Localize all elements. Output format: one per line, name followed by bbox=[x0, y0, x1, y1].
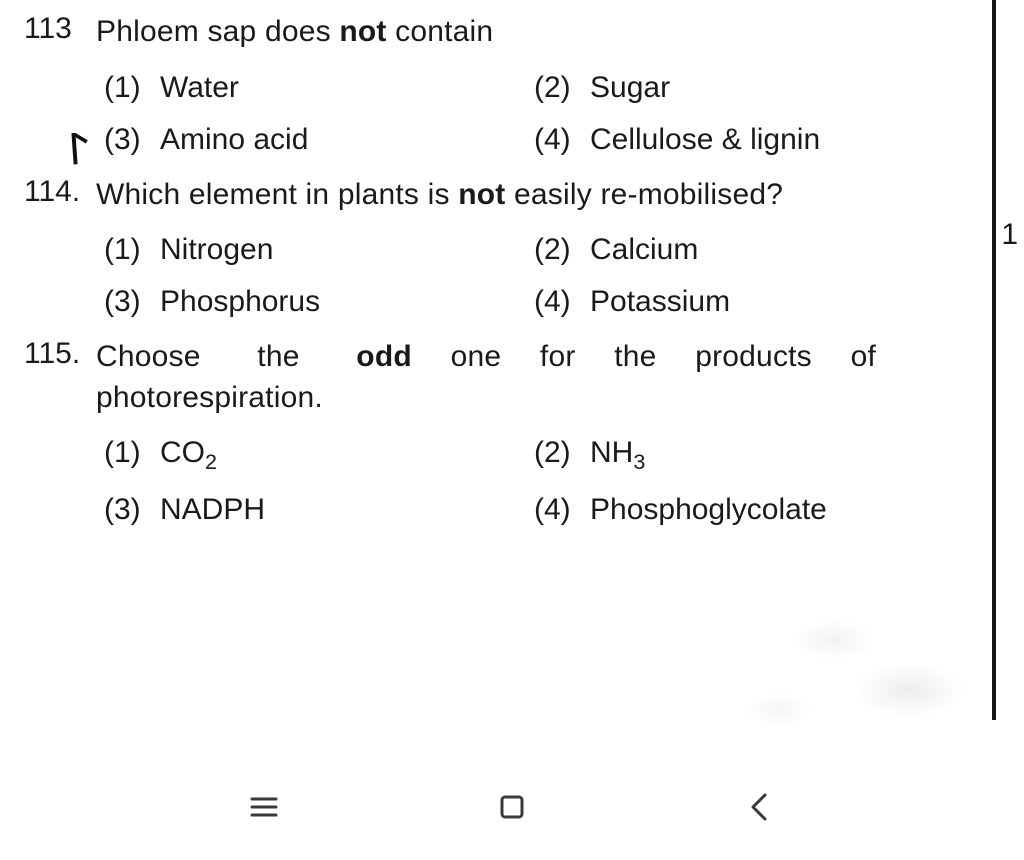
question-number: 114. bbox=[24, 175, 82, 209]
question-text-prefix: Which element in plants is bbox=[96, 178, 458, 211]
option-1[interactable]: (1) CO2 bbox=[104, 436, 534, 475]
question-text: Phloem sap does not contain bbox=[96, 12, 493, 53]
option-text: Nitrogen bbox=[160, 233, 273, 267]
option-text: Potassium bbox=[590, 285, 730, 319]
option-label: (1) bbox=[104, 436, 150, 470]
question-head: 113 Phloem sap does not contain bbox=[24, 12, 1000, 53]
back-icon[interactable] bbox=[737, 784, 783, 830]
option-label: (3) bbox=[104, 285, 150, 319]
question-text-suffix: easily re-mobilised? bbox=[505, 178, 783, 211]
option-1[interactable]: (1) Nitrogen bbox=[104, 233, 534, 267]
question-number: 115. bbox=[24, 337, 82, 371]
page-margin-number: 1 bbox=[1001, 218, 1018, 252]
question-114: 114. Which element in plants is not easi… bbox=[24, 175, 1000, 320]
option-3[interactable]: (3) Amino acid bbox=[104, 123, 534, 157]
option-label: (2) bbox=[534, 436, 580, 470]
option-row: 𐰃 (3) Amino acid (4) Cellulose & lignin bbox=[104, 123, 1000, 157]
option-text: Phosphorus bbox=[160, 285, 320, 319]
option-3[interactable]: (3) NADPH bbox=[104, 493, 534, 527]
question-text-bold: not bbox=[339, 15, 386, 48]
option-label: (4) bbox=[534, 285, 580, 319]
option-label: (4) bbox=[534, 123, 580, 157]
option-2[interactable]: (2) NH3 bbox=[534, 436, 645, 475]
question-text-prefix: Phloem sap does bbox=[96, 15, 339, 48]
option-row: (1) CO2 (2) NH3 bbox=[104, 436, 1000, 475]
question-number: 113 bbox=[24, 12, 82, 46]
option-text: NADPH bbox=[160, 493, 265, 527]
option-text: Cellulose & lignin bbox=[590, 123, 820, 157]
option-label: (1) bbox=[104, 71, 150, 105]
option-label: (2) bbox=[534, 233, 580, 267]
option-text: Amino acid bbox=[160, 123, 308, 157]
check-mark-icon: 𐰃 bbox=[66, 116, 91, 177]
paper-smudge bbox=[739, 600, 979, 750]
option-row: (1) Water (2) Sugar bbox=[104, 71, 1000, 105]
option-label: (2) bbox=[534, 71, 580, 105]
option-row: (1) Nitrogen (2) Calcium bbox=[104, 233, 1000, 267]
option-text: Water bbox=[160, 71, 239, 105]
menu-icon[interactable] bbox=[241, 784, 287, 830]
question-text: Choose the odd one for the products of p… bbox=[96, 337, 876, 418]
option-text: NH3 bbox=[590, 436, 645, 475]
question-text-bold: odd bbox=[356, 340, 412, 373]
option-4[interactable]: (4) Potassium bbox=[534, 285, 730, 319]
option-2[interactable]: (2) Sugar bbox=[534, 71, 670, 105]
question-text-bold: not bbox=[458, 178, 505, 211]
option-row: (3) Phosphorus (4) Potassium bbox=[104, 285, 1000, 319]
option-2[interactable]: (2) Calcium bbox=[534, 233, 698, 267]
option-text: Sugar bbox=[590, 71, 670, 105]
option-text: CO2 bbox=[160, 436, 217, 475]
option-row: (3) NADPH (4) Phosphoglycolate bbox=[104, 493, 1000, 527]
bottom-nav-bar bbox=[0, 784, 1024, 830]
question-text-prefix: Choose the bbox=[96, 340, 356, 373]
question-options: (1) CO2 (2) NH3 (3) NADPH (4) Phosphogly… bbox=[104, 436, 1000, 527]
option-label: (4) bbox=[534, 493, 580, 527]
question-113: 113 Phloem sap does not contain (1) Wate… bbox=[24, 12, 1000, 157]
option-3[interactable]: (3) Phosphorus bbox=[104, 285, 534, 319]
question-115: 115. Choose the odd one for the products… bbox=[24, 337, 1000, 527]
question-head: 115. Choose the odd one for the products… bbox=[24, 337, 1000, 418]
option-text: Phosphoglycolate bbox=[590, 493, 827, 527]
question-text-suffix: contain bbox=[387, 15, 494, 48]
option-1[interactable]: (1) Water bbox=[104, 71, 534, 105]
right-margin-rule bbox=[992, 0, 996, 720]
option-label: (1) bbox=[104, 233, 150, 267]
option-label: (3) bbox=[104, 493, 150, 527]
option-4[interactable]: (4) Phosphoglycolate bbox=[534, 493, 827, 527]
option-4[interactable]: (4) Cellulose & lignin bbox=[534, 123, 820, 157]
question-options: (1) Nitrogen (2) Calcium (3) Phosphorus … bbox=[104, 233, 1000, 319]
question-head: 114. Which element in plants is not easi… bbox=[24, 175, 1000, 216]
question-text: Which element in plants is not easily re… bbox=[96, 175, 783, 216]
page-root: 1 113 Phloem sap does not contain (1) Wa… bbox=[0, 0, 1024, 860]
square-icon[interactable] bbox=[489, 784, 535, 830]
question-options: (1) Water (2) Sugar 𐰃 (3) Amino acid (4)… bbox=[104, 71, 1000, 157]
option-text: Calcium bbox=[590, 233, 698, 267]
option-label: (3) bbox=[104, 123, 150, 157]
